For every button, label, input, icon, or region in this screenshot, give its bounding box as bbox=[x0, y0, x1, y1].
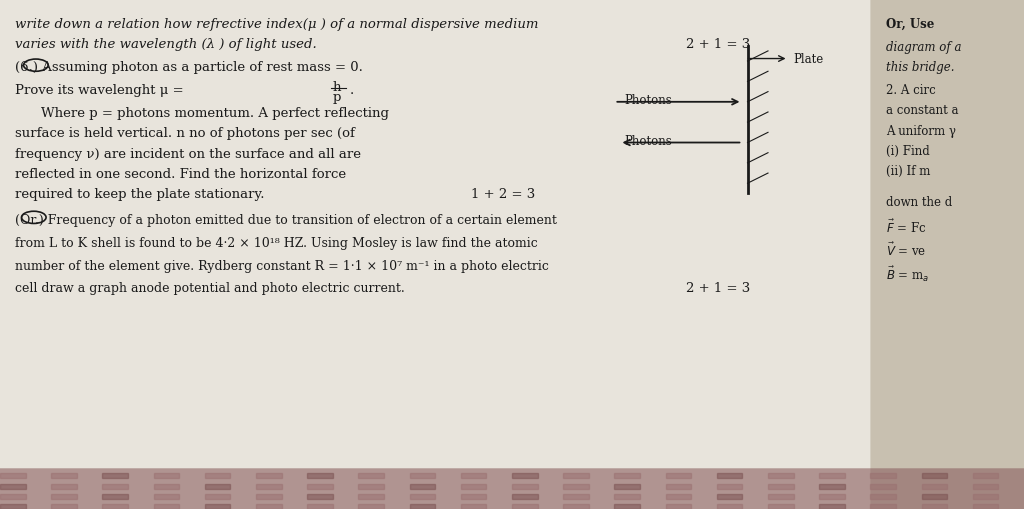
Text: h: h bbox=[333, 81, 341, 95]
Bar bbox=[256, 473, 282, 478]
Bar bbox=[51, 494, 77, 499]
Bar bbox=[922, 473, 947, 478]
Bar bbox=[973, 473, 998, 478]
Bar bbox=[768, 494, 794, 499]
Text: (ii) If m: (ii) If m bbox=[886, 165, 930, 179]
Bar bbox=[512, 494, 538, 499]
Bar bbox=[870, 494, 896, 499]
Bar bbox=[102, 484, 128, 489]
Bar bbox=[614, 484, 640, 489]
Bar bbox=[307, 494, 333, 499]
Bar bbox=[205, 484, 230, 489]
Bar bbox=[358, 494, 384, 499]
Bar bbox=[819, 494, 845, 499]
Bar bbox=[717, 494, 742, 499]
Bar bbox=[358, 484, 384, 489]
Bar bbox=[410, 494, 435, 499]
Bar bbox=[0, 504, 26, 509]
Text: (Or.) Frequency of a photon emitted due to transition of electron of a certain e: (Or.) Frequency of a photon emitted due … bbox=[15, 214, 557, 227]
Text: $\vec{B}$ = m$_a$: $\vec{B}$ = m$_a$ bbox=[886, 265, 929, 284]
Bar bbox=[614, 494, 640, 499]
Bar bbox=[512, 504, 538, 509]
Bar bbox=[973, 494, 998, 499]
Bar bbox=[717, 504, 742, 509]
Text: A uniform γ: A uniform γ bbox=[886, 125, 955, 138]
Text: Plate: Plate bbox=[794, 53, 824, 67]
Bar bbox=[614, 504, 640, 509]
Text: surface is held vertical. n no of photons per sec (of: surface is held vertical. n no of photon… bbox=[15, 127, 355, 140]
Bar bbox=[51, 484, 77, 489]
Bar bbox=[563, 494, 589, 499]
Text: a constant a: a constant a bbox=[886, 104, 958, 118]
Bar bbox=[358, 504, 384, 509]
Bar bbox=[154, 504, 179, 509]
Text: Prove its wavelenght μ =: Prove its wavelenght μ = bbox=[15, 84, 188, 97]
Bar bbox=[768, 473, 794, 478]
Bar bbox=[922, 504, 947, 509]
Bar bbox=[870, 484, 896, 489]
Text: $\vec{F}$ = Fc: $\vec{F}$ = Fc bbox=[886, 219, 926, 236]
Text: write down a relation how refrective index(μ ) of a normal dispersive medium: write down a relation how refrective ind… bbox=[15, 18, 539, 31]
Bar bbox=[819, 484, 845, 489]
Text: number of the element give. Rydberg constant R = 1·1 × 10⁷ m⁻¹ in a photo electr: number of the element give. Rydberg cons… bbox=[15, 260, 549, 273]
Bar bbox=[154, 494, 179, 499]
Text: this bridge.: this bridge. bbox=[886, 61, 954, 74]
Text: Or, Use: Or, Use bbox=[886, 18, 934, 31]
Bar bbox=[410, 504, 435, 509]
Text: frequency ν) are incident on the surface and all are: frequency ν) are incident on the surface… bbox=[15, 148, 361, 161]
Bar bbox=[51, 473, 77, 478]
Bar bbox=[973, 504, 998, 509]
Bar bbox=[51, 504, 77, 509]
Bar bbox=[307, 473, 333, 478]
Bar bbox=[0, 494, 26, 499]
Bar bbox=[307, 484, 333, 489]
Text: Where p = photons momentum. A perfect reflecting: Where p = photons momentum. A perfect re… bbox=[41, 107, 389, 120]
Bar bbox=[461, 484, 486, 489]
Bar bbox=[512, 473, 538, 478]
Bar bbox=[768, 504, 794, 509]
Bar bbox=[205, 494, 230, 499]
Bar bbox=[461, 504, 486, 509]
FancyBboxPatch shape bbox=[0, 468, 1024, 509]
Bar bbox=[563, 484, 589, 489]
Bar bbox=[563, 473, 589, 478]
Text: $\vec{V}$ = ve: $\vec{V}$ = ve bbox=[886, 242, 926, 259]
Text: Photons: Photons bbox=[625, 94, 673, 107]
Bar bbox=[0, 473, 26, 478]
Text: from L to K shell is found to be 4·2 × 10¹⁸ HZ. Using Mosley is law find the ato: from L to K shell is found to be 4·2 × 1… bbox=[15, 237, 538, 250]
Bar bbox=[461, 494, 486, 499]
Bar bbox=[819, 473, 845, 478]
Text: reflected in one second. Find the horizontal force: reflected in one second. Find the horizo… bbox=[15, 168, 346, 181]
Bar bbox=[666, 494, 691, 499]
Bar bbox=[102, 504, 128, 509]
Bar bbox=[563, 504, 589, 509]
Bar bbox=[205, 473, 230, 478]
Text: (i) Find: (i) Find bbox=[886, 145, 930, 158]
Bar bbox=[102, 473, 128, 478]
Bar bbox=[666, 504, 691, 509]
Bar bbox=[256, 494, 282, 499]
Bar bbox=[717, 484, 742, 489]
FancyBboxPatch shape bbox=[870, 0, 1024, 509]
Bar bbox=[410, 473, 435, 478]
Bar bbox=[358, 473, 384, 478]
Bar bbox=[461, 473, 486, 478]
Text: Photons: Photons bbox=[625, 135, 673, 148]
Text: p: p bbox=[333, 91, 341, 104]
Text: cell draw a graph anode potential and photo electric current.: cell draw a graph anode potential and ph… bbox=[15, 282, 406, 296]
Bar bbox=[614, 473, 640, 478]
Text: .: . bbox=[350, 84, 354, 97]
Bar bbox=[922, 494, 947, 499]
Text: required to keep the plate stationary.: required to keep the plate stationary. bbox=[15, 188, 265, 202]
Bar bbox=[410, 484, 435, 489]
Text: 2 + 1 = 3: 2 + 1 = 3 bbox=[686, 38, 751, 51]
Bar bbox=[154, 484, 179, 489]
Bar bbox=[870, 473, 896, 478]
Bar bbox=[717, 473, 742, 478]
Bar bbox=[768, 484, 794, 489]
Text: 1 + 2 = 3: 1 + 2 = 3 bbox=[471, 188, 536, 202]
Text: down the d: down the d bbox=[886, 196, 952, 209]
Bar bbox=[0, 484, 26, 489]
Bar bbox=[819, 504, 845, 509]
